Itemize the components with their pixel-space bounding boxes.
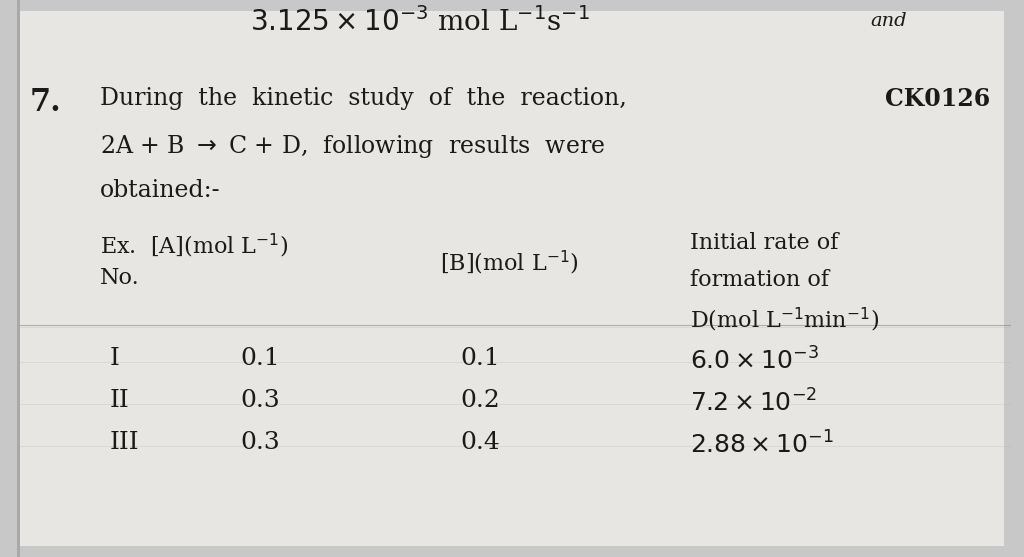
Text: [B](mol L$^{-1}$): [B](mol L$^{-1}$)	[440, 249, 579, 277]
Text: I: I	[110, 347, 120, 370]
Text: 0.4: 0.4	[460, 431, 500, 454]
Text: CK0126: CK0126	[885, 87, 990, 111]
Text: Ex.  [A](mol L$^{-1}$): Ex. [A](mol L$^{-1}$)	[100, 232, 289, 260]
Text: $6.0 \times 10^{-3}$: $6.0 \times 10^{-3}$	[690, 347, 819, 374]
Text: and: and	[870, 12, 906, 30]
Text: 7.: 7.	[30, 87, 61, 118]
Text: 0.1: 0.1	[460, 347, 500, 370]
Text: 0.1: 0.1	[240, 347, 280, 370]
Text: $2.88 \times 10^{-1}$: $2.88 \times 10^{-1}$	[690, 431, 834, 458]
Text: III: III	[110, 431, 139, 454]
Text: formation of: formation of	[690, 269, 829, 291]
Text: D(mol L$^{-1}$min$^{-1}$): D(mol L$^{-1}$min$^{-1}$)	[690, 306, 879, 334]
Text: $7.2 \times 10^{-2}$: $7.2 \times 10^{-2}$	[690, 389, 817, 416]
Text: 0.3: 0.3	[240, 431, 280, 454]
Text: 0.3: 0.3	[240, 389, 280, 412]
Text: No.: No.	[100, 267, 139, 289]
Text: obtained:-: obtained:-	[100, 179, 220, 202]
Text: 0.2: 0.2	[460, 389, 500, 412]
Text: II: II	[110, 389, 130, 412]
Text: During  the  kinetic  study  of  the  reaction,: During the kinetic study of the reaction…	[100, 87, 627, 110]
Text: 2A + B $\rightarrow$ C + D,  following  results  were: 2A + B $\rightarrow$ C + D, following re…	[100, 133, 605, 160]
Text: $3.125\times10^{-3}$ mol L$^{-1}$s$^{-1}$: $3.125\times10^{-3}$ mol L$^{-1}$s$^{-1}…	[250, 7, 590, 37]
Text: Initial rate of: Initial rate of	[690, 232, 839, 254]
